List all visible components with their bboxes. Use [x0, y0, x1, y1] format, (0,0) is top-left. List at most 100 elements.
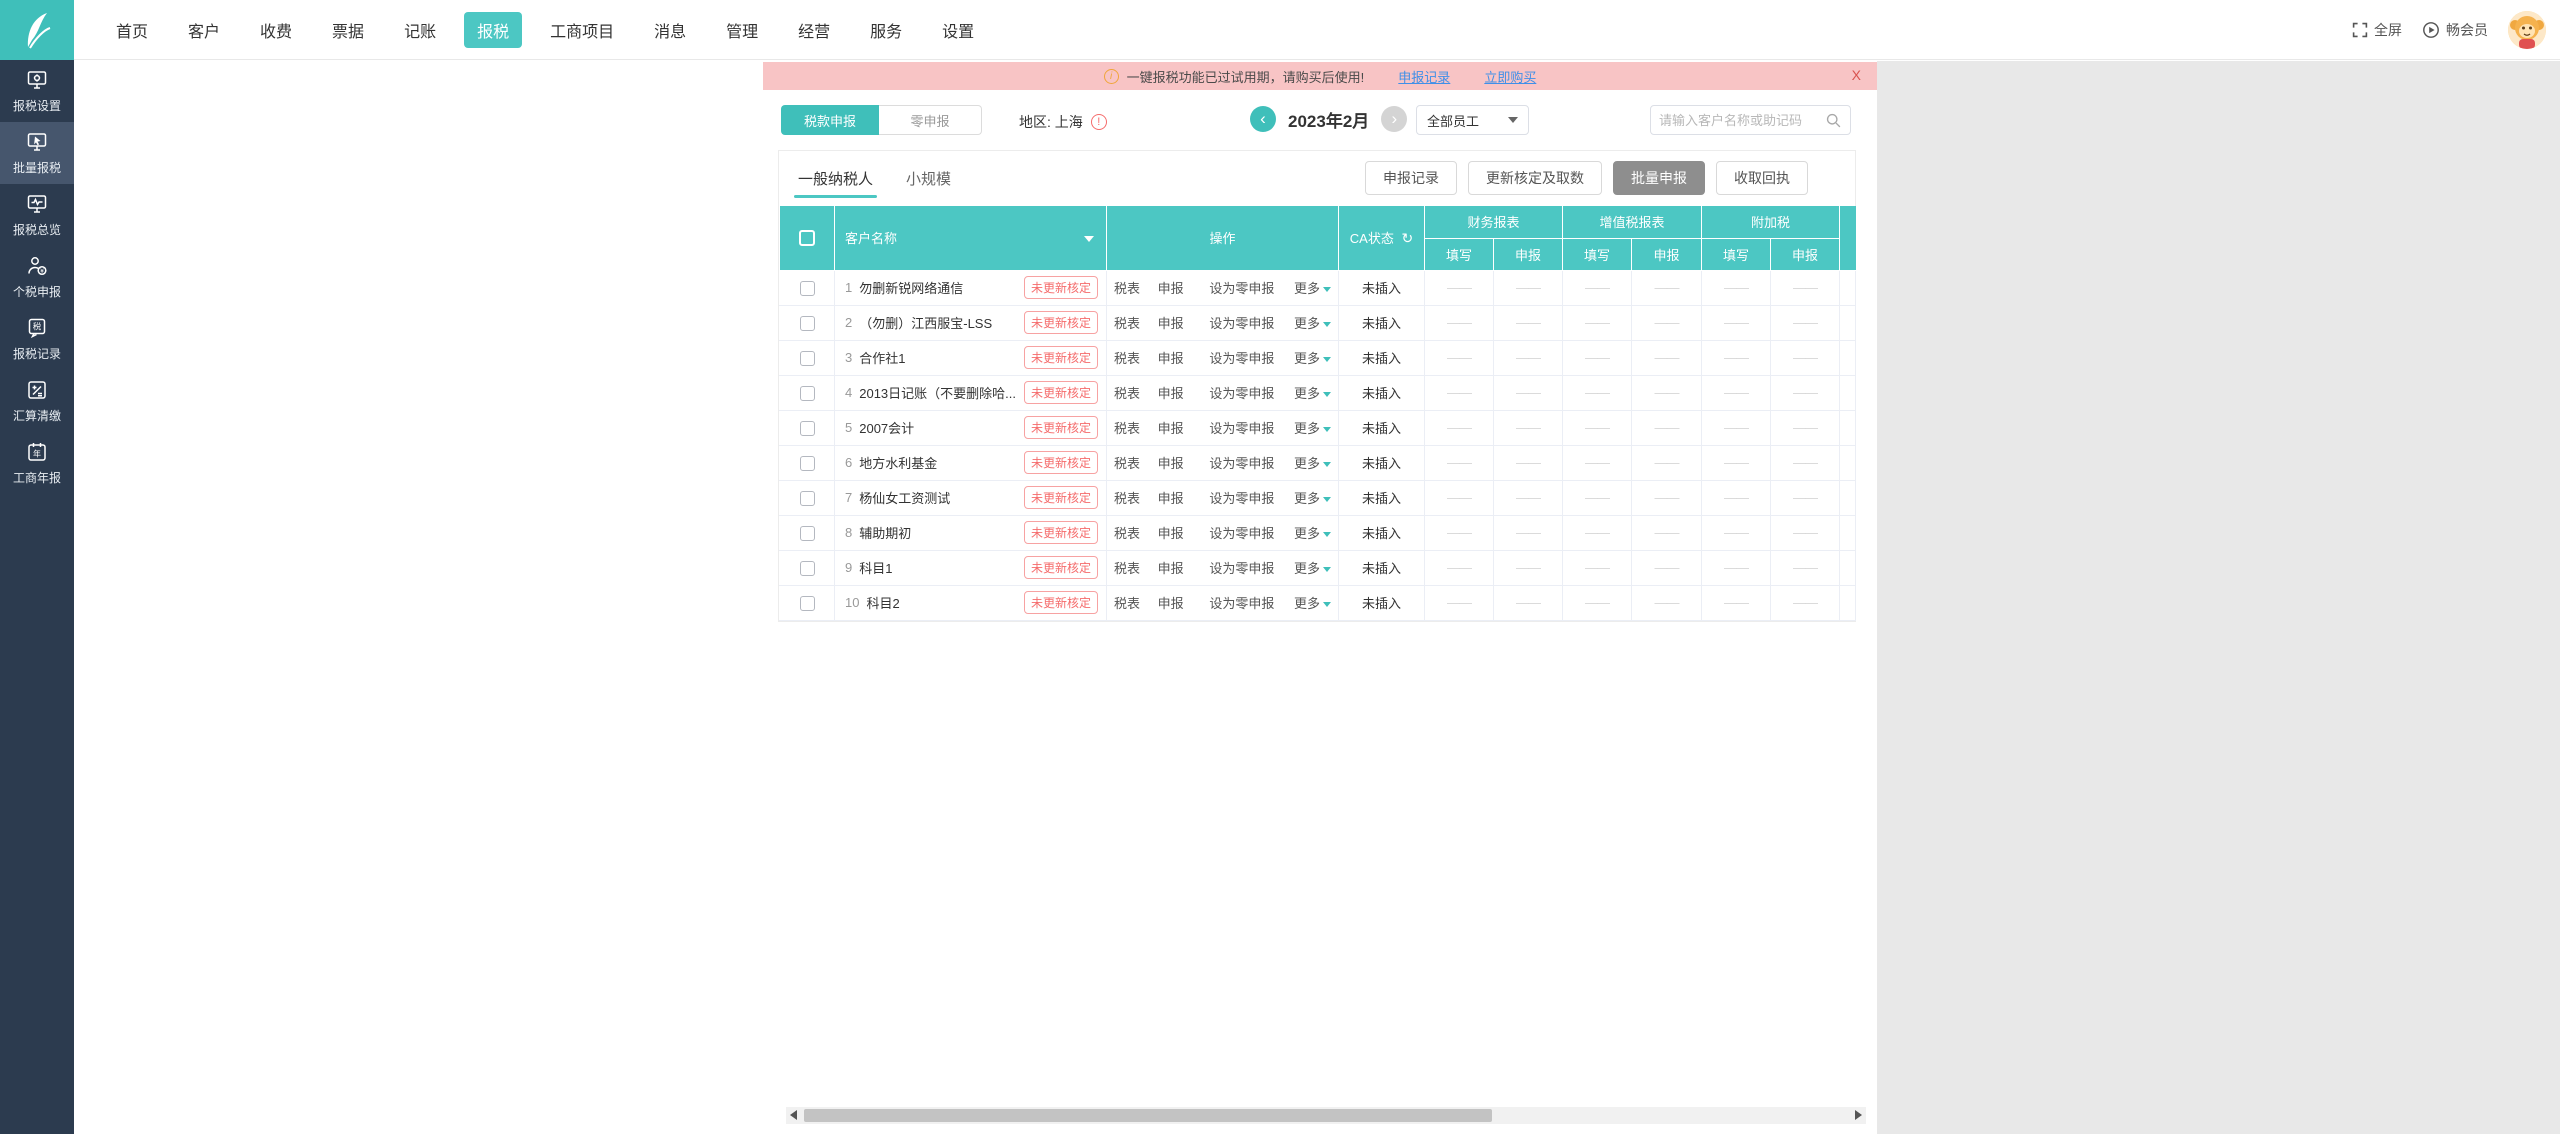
- name-filter-caret-icon[interactable]: [1084, 235, 1094, 242]
- menu-item-operations[interactable]: 经营: [798, 23, 831, 41]
- client-name[interactable]: （勿删）江西服宝-LSS: [859, 316, 993, 331]
- menu-item-management[interactable]: 管理: [726, 23, 759, 41]
- op-file[interactable]: 申报: [1157, 316, 1184, 331]
- refresh-ca-icon[interactable]: ↻: [1401, 230, 1414, 247]
- op-more[interactable]: 更多: [1293, 421, 1320, 436]
- op-more[interactable]: 更多: [1293, 351, 1320, 366]
- client-name[interactable]: 勿删新锐网络通信: [859, 281, 964, 296]
- op-more[interactable]: 更多: [1293, 386, 1320, 401]
- op-tax-form[interactable]: 税表: [1114, 491, 1141, 506]
- sidebar-item-final-settlement[interactable]: 汇算清缴: [0, 370, 74, 432]
- op-tax-form[interactable]: 税表: [1114, 386, 1141, 401]
- op-more[interactable]: 更多: [1293, 526, 1320, 541]
- op-file[interactable]: 申报: [1157, 526, 1184, 541]
- op-file[interactable]: 申报: [1157, 386, 1184, 401]
- notice-close-button[interactable]: X: [1851, 67, 1861, 83]
- menu-item-invoices[interactable]: 票据: [332, 23, 365, 41]
- op-tax-form[interactable]: 税表: [1114, 526, 1141, 541]
- tab-small-scale[interactable]: 小规模: [906, 171, 952, 188]
- op-tax-form[interactable]: 税表: [1114, 561, 1141, 576]
- op-more[interactable]: 更多: [1293, 316, 1320, 331]
- filing-record-button[interactable]: 申报记录: [1365, 161, 1457, 195]
- op-set-zero[interactable]: 设为零申报: [1209, 316, 1275, 331]
- client-search-input[interactable]: [1659, 112, 1825, 128]
- op-set-zero[interactable]: 设为零申报: [1209, 526, 1275, 541]
- sidebar-item-batch-filing[interactable]: 批量报税: [0, 122, 74, 184]
- op-file[interactable]: 申报: [1157, 456, 1184, 471]
- scrollbar-thumb[interactable]: [804, 1109, 1492, 1122]
- menu-item-settings[interactable]: 设置: [942, 23, 975, 41]
- row-checkbox[interactable]: [799, 490, 815, 506]
- op-tax-form[interactable]: 税表: [1114, 456, 1141, 471]
- staff-select[interactable]: 全部员工: [1416, 105, 1529, 135]
- scroll-left-arrow-icon[interactable]: [790, 1110, 797, 1120]
- menu-item-messages[interactable]: 消息: [654, 23, 687, 41]
- client-name[interactable]: 科目2: [866, 596, 900, 611]
- op-set-zero[interactable]: 设为零申报: [1209, 561, 1275, 576]
- op-set-zero[interactable]: 设为零申报: [1209, 351, 1275, 366]
- op-tax-form[interactable]: 税表: [1114, 316, 1141, 331]
- row-checkbox[interactable]: [799, 455, 815, 471]
- op-set-zero[interactable]: 设为零申报: [1209, 421, 1275, 436]
- client-name[interactable]: 辅助期初: [859, 526, 912, 541]
- row-checkbox[interactable]: [799, 350, 815, 366]
- menu-item-tax-filing[interactable]: 报税: [456, 0, 530, 60]
- op-set-zero[interactable]: 设为零申报: [1209, 456, 1275, 471]
- batch-filing-button[interactable]: 批量申报: [1613, 161, 1705, 195]
- zero-filing-segment-button[interactable]: 零申报: [879, 105, 982, 135]
- row-checkbox[interactable]: [799, 525, 815, 541]
- user-avatar[interactable]: [2508, 10, 2546, 49]
- op-tax-form[interactable]: 税表: [1114, 596, 1141, 611]
- notice-record-link[interactable]: 申报记录: [1398, 69, 1451, 85]
- sidebar-item-filing-records[interactable]: 税 报税记录: [0, 308, 74, 370]
- sidebar-item-annual-report[interactable]: 年 工商年报: [0, 432, 74, 494]
- menu-item-home[interactable]: 首页: [116, 23, 149, 41]
- menu-item-bookkeeping[interactable]: 记账: [404, 23, 437, 41]
- tab-general-taxpayer[interactable]: 一般纳税人: [793, 151, 878, 206]
- client-name[interactable]: 2013日记账（不要删除哈...: [859, 386, 1016, 401]
- select-all-checkbox[interactable]: [798, 230, 815, 247]
- sidebar-item-tax-overview[interactable]: 报税总览: [0, 184, 74, 246]
- region-warning-icon[interactable]: !: [1090, 114, 1107, 130]
- op-more[interactable]: 更多: [1293, 596, 1320, 611]
- op-tax-form[interactable]: 税表: [1114, 281, 1141, 296]
- menu-item-customers[interactable]: 客户: [188, 23, 221, 41]
- op-file[interactable]: 申报: [1157, 421, 1184, 436]
- op-file[interactable]: 申报: [1157, 561, 1184, 576]
- row-checkbox[interactable]: [799, 420, 815, 436]
- op-set-zero[interactable]: 设为零申报: [1209, 596, 1275, 611]
- menu-item-business-projects[interactable]: 工商项目: [550, 23, 615, 41]
- op-more[interactable]: 更多: [1293, 491, 1320, 506]
- prev-month-button[interactable]: ‹: [1250, 106, 1276, 132]
- horizontal-scrollbar[interactable]: [786, 1107, 1866, 1124]
- op-file[interactable]: 申报: [1157, 596, 1184, 611]
- client-name[interactable]: 地方水利基金: [859, 456, 938, 471]
- client-name[interactable]: 2007会计: [859, 421, 915, 436]
- fullscreen-button[interactable]: 全屏: [2352, 20, 2402, 40]
- client-name[interactable]: 杨仙女工资测试: [859, 491, 951, 506]
- op-file[interactable]: 申报: [1157, 351, 1184, 366]
- op-file[interactable]: 申报: [1157, 281, 1184, 296]
- op-more[interactable]: 更多: [1293, 561, 1320, 576]
- sidebar-item-personal-tax[interactable]: ¥ 个税申报: [0, 246, 74, 308]
- op-more[interactable]: 更多: [1293, 456, 1320, 471]
- op-tax-form[interactable]: 税表: [1114, 421, 1141, 436]
- op-set-zero[interactable]: 设为零申报: [1209, 491, 1275, 506]
- next-month-button[interactable]: ›: [1381, 106, 1408, 132]
- row-checkbox[interactable]: [799, 595, 815, 611]
- menu-item-services[interactable]: 服务: [870, 23, 903, 41]
- tax-filing-segment-button[interactable]: 税款申报: [781, 105, 879, 135]
- scroll-right-arrow-icon[interactable]: [1855, 1110, 1862, 1120]
- search-icon[interactable]: [1825, 112, 1842, 129]
- row-checkbox[interactable]: [799, 560, 815, 576]
- op-set-zero[interactable]: 设为零申报: [1209, 386, 1275, 401]
- notice-buy-link[interactable]: 立即购买: [1484, 69, 1537, 85]
- op-tax-form[interactable]: 税表: [1114, 351, 1141, 366]
- client-name[interactable]: 科目1: [859, 561, 893, 576]
- update-verification-button[interactable]: 更新核定及取数: [1468, 161, 1602, 195]
- op-file[interactable]: 申报: [1157, 491, 1184, 506]
- op-more[interactable]: 更多: [1293, 281, 1320, 296]
- client-name[interactable]: 合作社1: [859, 351, 906, 366]
- member-button[interactable]: 畅会员: [2422, 20, 2488, 40]
- row-checkbox[interactable]: [799, 315, 815, 331]
